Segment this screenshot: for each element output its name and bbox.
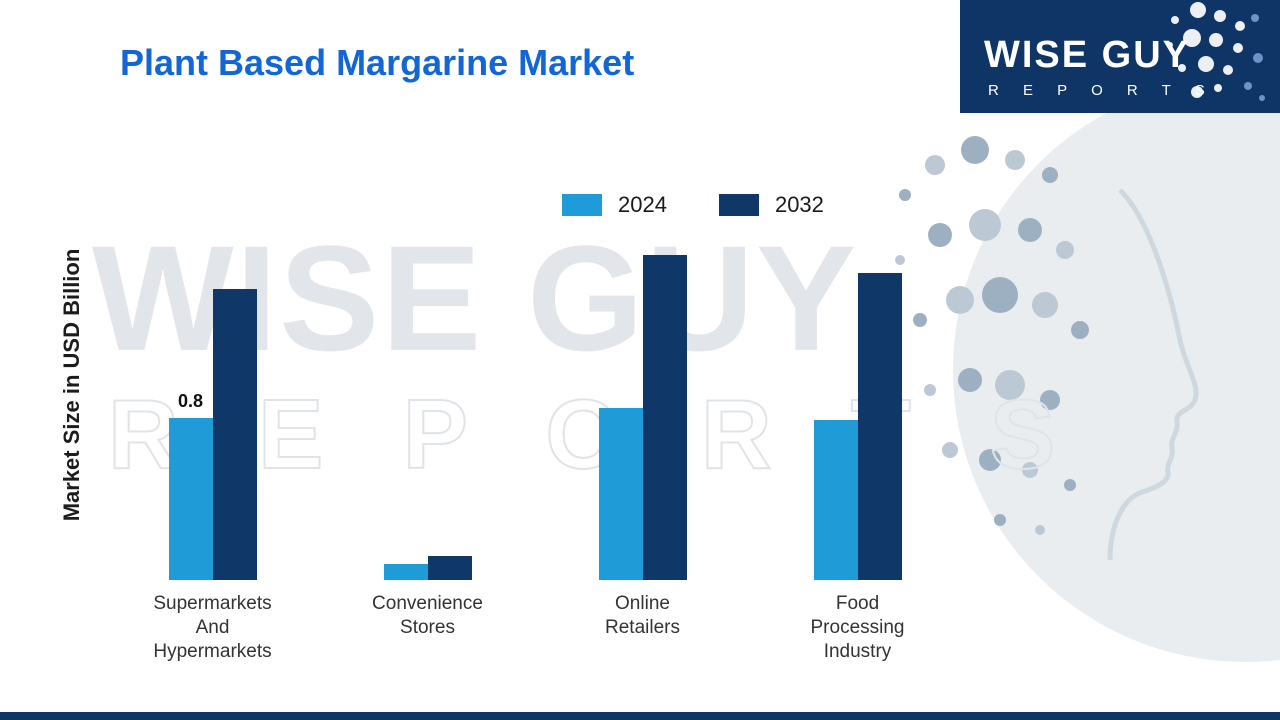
- bar-group: Online Retailers: [535, 240, 750, 638]
- logo: WISE GUY R E P O R T S: [960, 0, 1280, 113]
- bar-2032: [212, 289, 257, 580]
- category-label: Convenience Stores: [372, 593, 483, 638]
- legend-label: 2032: [774, 192, 824, 217]
- footer-bar: [0, 712, 1280, 720]
- legend-item-2032: 2032: [718, 192, 824, 218]
- legend-swatch: [718, 194, 759, 216]
- bar-2024: [813, 420, 858, 580]
- bar-2032: [427, 556, 472, 580]
- logo-subtitle: R E P O R T S: [988, 82, 1215, 99]
- bar-2024: [383, 564, 428, 580]
- legend-swatch: [562, 194, 602, 216]
- bar-group: Convenience Stores: [320, 240, 535, 638]
- bar-group: Food Processing Industry: [750, 240, 965, 662]
- category-label: Food Processing Industry: [810, 593, 905, 662]
- category-label: Online Retailers: [605, 593, 680, 638]
- decorative-head-graphic: [895, 100, 1280, 662]
- bar-pair: [813, 240, 902, 580]
- bar-2032: [642, 255, 687, 580]
- bar-chart: 0.8 Supermarkets And Hypermarkets Convenie…: [105, 240, 965, 662]
- bar-2032: [857, 273, 902, 580]
- legend-label: 2024: [618, 192, 667, 217]
- bar-value-label: 0.8: [177, 391, 204, 411]
- legend: 2024 2032: [562, 192, 824, 218]
- y-axis-label: Market Size in USD Billion: [59, 248, 84, 522]
- bar-2024: [598, 408, 643, 580]
- bar-pair: 0.8: [168, 240, 257, 580]
- chart-title: Plant Based Margarine Market: [120, 42, 635, 83]
- bar-group: 0.8 Supermarkets And Hypermarkets: [105, 240, 320, 662]
- bar-pair: [383, 240, 472, 580]
- bar-pair: [598, 240, 687, 580]
- bar-2024: 0.8: [168, 391, 213, 580]
- logo-head-dots-icon: [1167, 2, 1265, 101]
- legend-item-2024: 2024: [562, 192, 667, 218]
- logo-wordmark: WISE GUY: [984, 34, 1191, 76]
- category-label: Supermarkets And Hypermarkets: [153, 593, 272, 662]
